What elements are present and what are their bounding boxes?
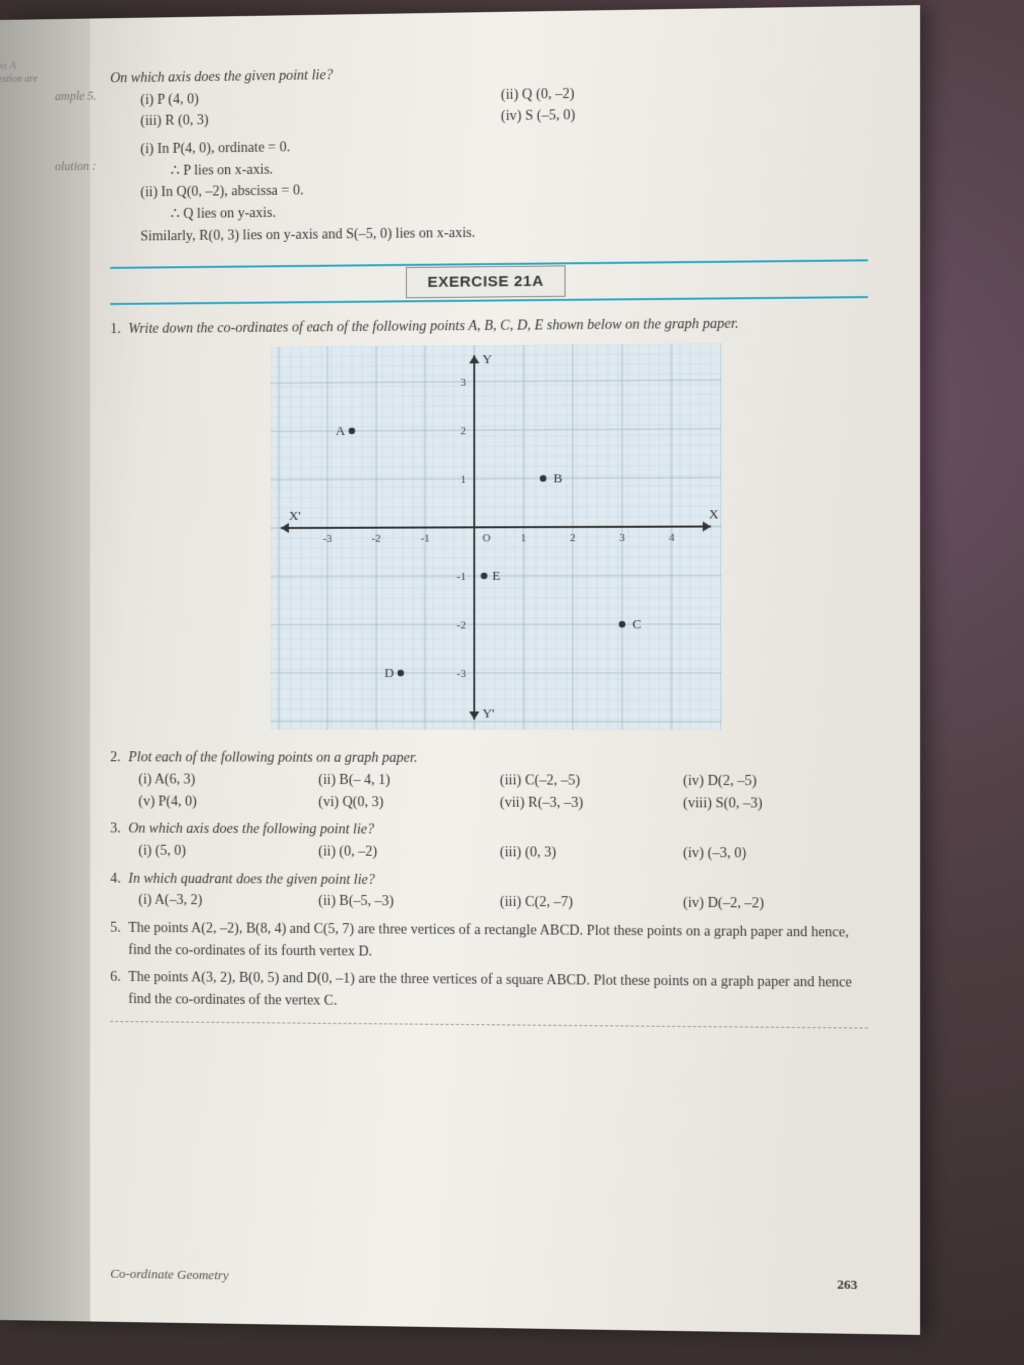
q1-text: Write down the co-ordinates of each of t… <box>128 316 738 336</box>
q4-opt-i: (i) A(–3, 2) <box>138 890 318 913</box>
svg-text:B: B <box>553 470 562 485</box>
svg-text:-1: -1 <box>457 571 466 583</box>
q2-num: 2. <box>110 747 121 769</box>
margin-ping-in: ping in <box>0 155 1 167</box>
q4-opt-iii: (iii) C(2, –7) <box>500 892 683 915</box>
q1-num: 1. <box>110 318 121 340</box>
q2-opt-ii: (ii) B(– 4, 1) <box>318 770 500 792</box>
margin-questions-are: ll question are <box>0 73 37 85</box>
exercise-divider: EXERCISE 21A <box>110 259 868 305</box>
coordinate-graph: -3 -2 -1 1 2 3 4 -3 -2 -1 1 2 3 O X X' Y Y' A B C D E <box>271 343 722 730</box>
svg-text:O: O <box>482 533 490 545</box>
svg-text:D: D <box>384 665 394 680</box>
question-6: 6. The points A(3, 2), B(0, 5) and D(0, … <box>128 967 868 1017</box>
q6-num: 6. <box>110 967 121 989</box>
svg-text:X: X <box>709 506 719 521</box>
q3-opt-iii: (iii) (0, 3) <box>500 842 683 865</box>
q3-num: 3. <box>110 819 121 841</box>
svg-text:2: 2 <box>460 425 466 437</box>
q2-opt-iv: (iv) D(2, –5) <box>683 771 868 794</box>
content-body: On which axis does the given point lie? … <box>110 57 868 1028</box>
svg-text:-3: -3 <box>457 668 467 680</box>
q4-opt-ii: (ii) B(–5, –3) <box>318 891 500 914</box>
q6-text: The points A(3, 2), B(0, 5) and D(0, –1)… <box>128 970 852 1009</box>
q5-text: The points A(2, –2), B(8, 4) and C(5, 7)… <box>128 921 848 960</box>
svg-text:Y': Y' <box>482 706 494 721</box>
svg-text:2: 2 <box>570 532 576 544</box>
margin-section-a: ection A <box>0 60 16 73</box>
q4-opt-iv: (iv) D(–2, –2) <box>683 893 868 916</box>
svg-text:E: E <box>492 568 500 583</box>
q2-opt-vi: (vi) Q(0, 3) <box>318 792 500 815</box>
svg-text:-2: -2 <box>457 620 466 632</box>
svg-text:3: 3 <box>619 532 625 544</box>
footer-page-number: 263 <box>837 1276 857 1293</box>
q2-opt-i: (i) A(6, 3) <box>138 769 318 791</box>
q3-opt-i: (i) (5, 0) <box>138 841 318 864</box>
page-footer: Co-ordinate Geometry 263 <box>110 1266 857 1293</box>
q3-opt-iv: (iv) (–3, 0) <box>683 843 868 866</box>
exercise-title: EXERCISE 21A <box>406 265 565 298</box>
question-5: 5. The points A(2, –2), B(8, 4) and C(5,… <box>128 918 868 967</box>
svg-text:4: 4 <box>669 532 675 544</box>
q4-num: 4. <box>110 868 121 890</box>
page-gutter <box>0 19 90 1322</box>
question-3: 3. On which axis does the following poin… <box>128 819 868 866</box>
margin-solution: olution : <box>55 159 96 175</box>
ex5-opt-iv: (iv) S (–5, 0) <box>501 101 868 128</box>
svg-text:-1: -1 <box>421 533 430 545</box>
dashed-separator <box>110 1021 868 1029</box>
question-4: 4. In which quadrant does the given poin… <box>128 868 868 916</box>
svg-text:X': X' <box>289 508 301 523</box>
question-2: 2. Plot each of the following points on … <box>128 747 868 815</box>
q2-opt-vii: (vii) R(–3, –3) <box>500 792 683 815</box>
q5-num: 5. <box>110 918 121 940</box>
footer-chapter: Co-ordinate Geometry <box>110 1266 229 1284</box>
svg-text:A: A <box>336 423 346 438</box>
svg-text:3: 3 <box>460 377 466 389</box>
svg-text:Y: Y <box>482 351 492 366</box>
svg-text:-3: -3 <box>323 533 333 545</box>
svg-text:1: 1 <box>521 532 527 544</box>
q3-opt-ii: (ii) (0, –2) <box>318 841 500 864</box>
q2-text: Plot each of the following points on a g… <box>128 750 417 766</box>
ex5-opt-iii: (iii) R (0, 3) <box>140 106 500 133</box>
svg-text:-2: -2 <box>372 533 381 545</box>
svg-text:1: 1 <box>460 474 466 486</box>
q3-text: On which axis does the following point l… <box>128 822 374 838</box>
svg-text:C: C <box>632 616 641 631</box>
q4-text: In which quadrant does the given point l… <box>128 871 375 887</box>
q2-opt-v: (v) P(4, 0) <box>138 791 318 813</box>
q2-opt-iii: (iii) C(–2, –5) <box>500 770 683 793</box>
question-1: 1. Write down the co-ordinates of each o… <box>128 312 868 340</box>
textbook-page: ection A ll question are ping in ample 5… <box>0 5 920 1335</box>
q2-opt-viii: (viii) S(0, –3) <box>683 793 868 816</box>
margin-example5: ample 5. <box>55 89 96 105</box>
